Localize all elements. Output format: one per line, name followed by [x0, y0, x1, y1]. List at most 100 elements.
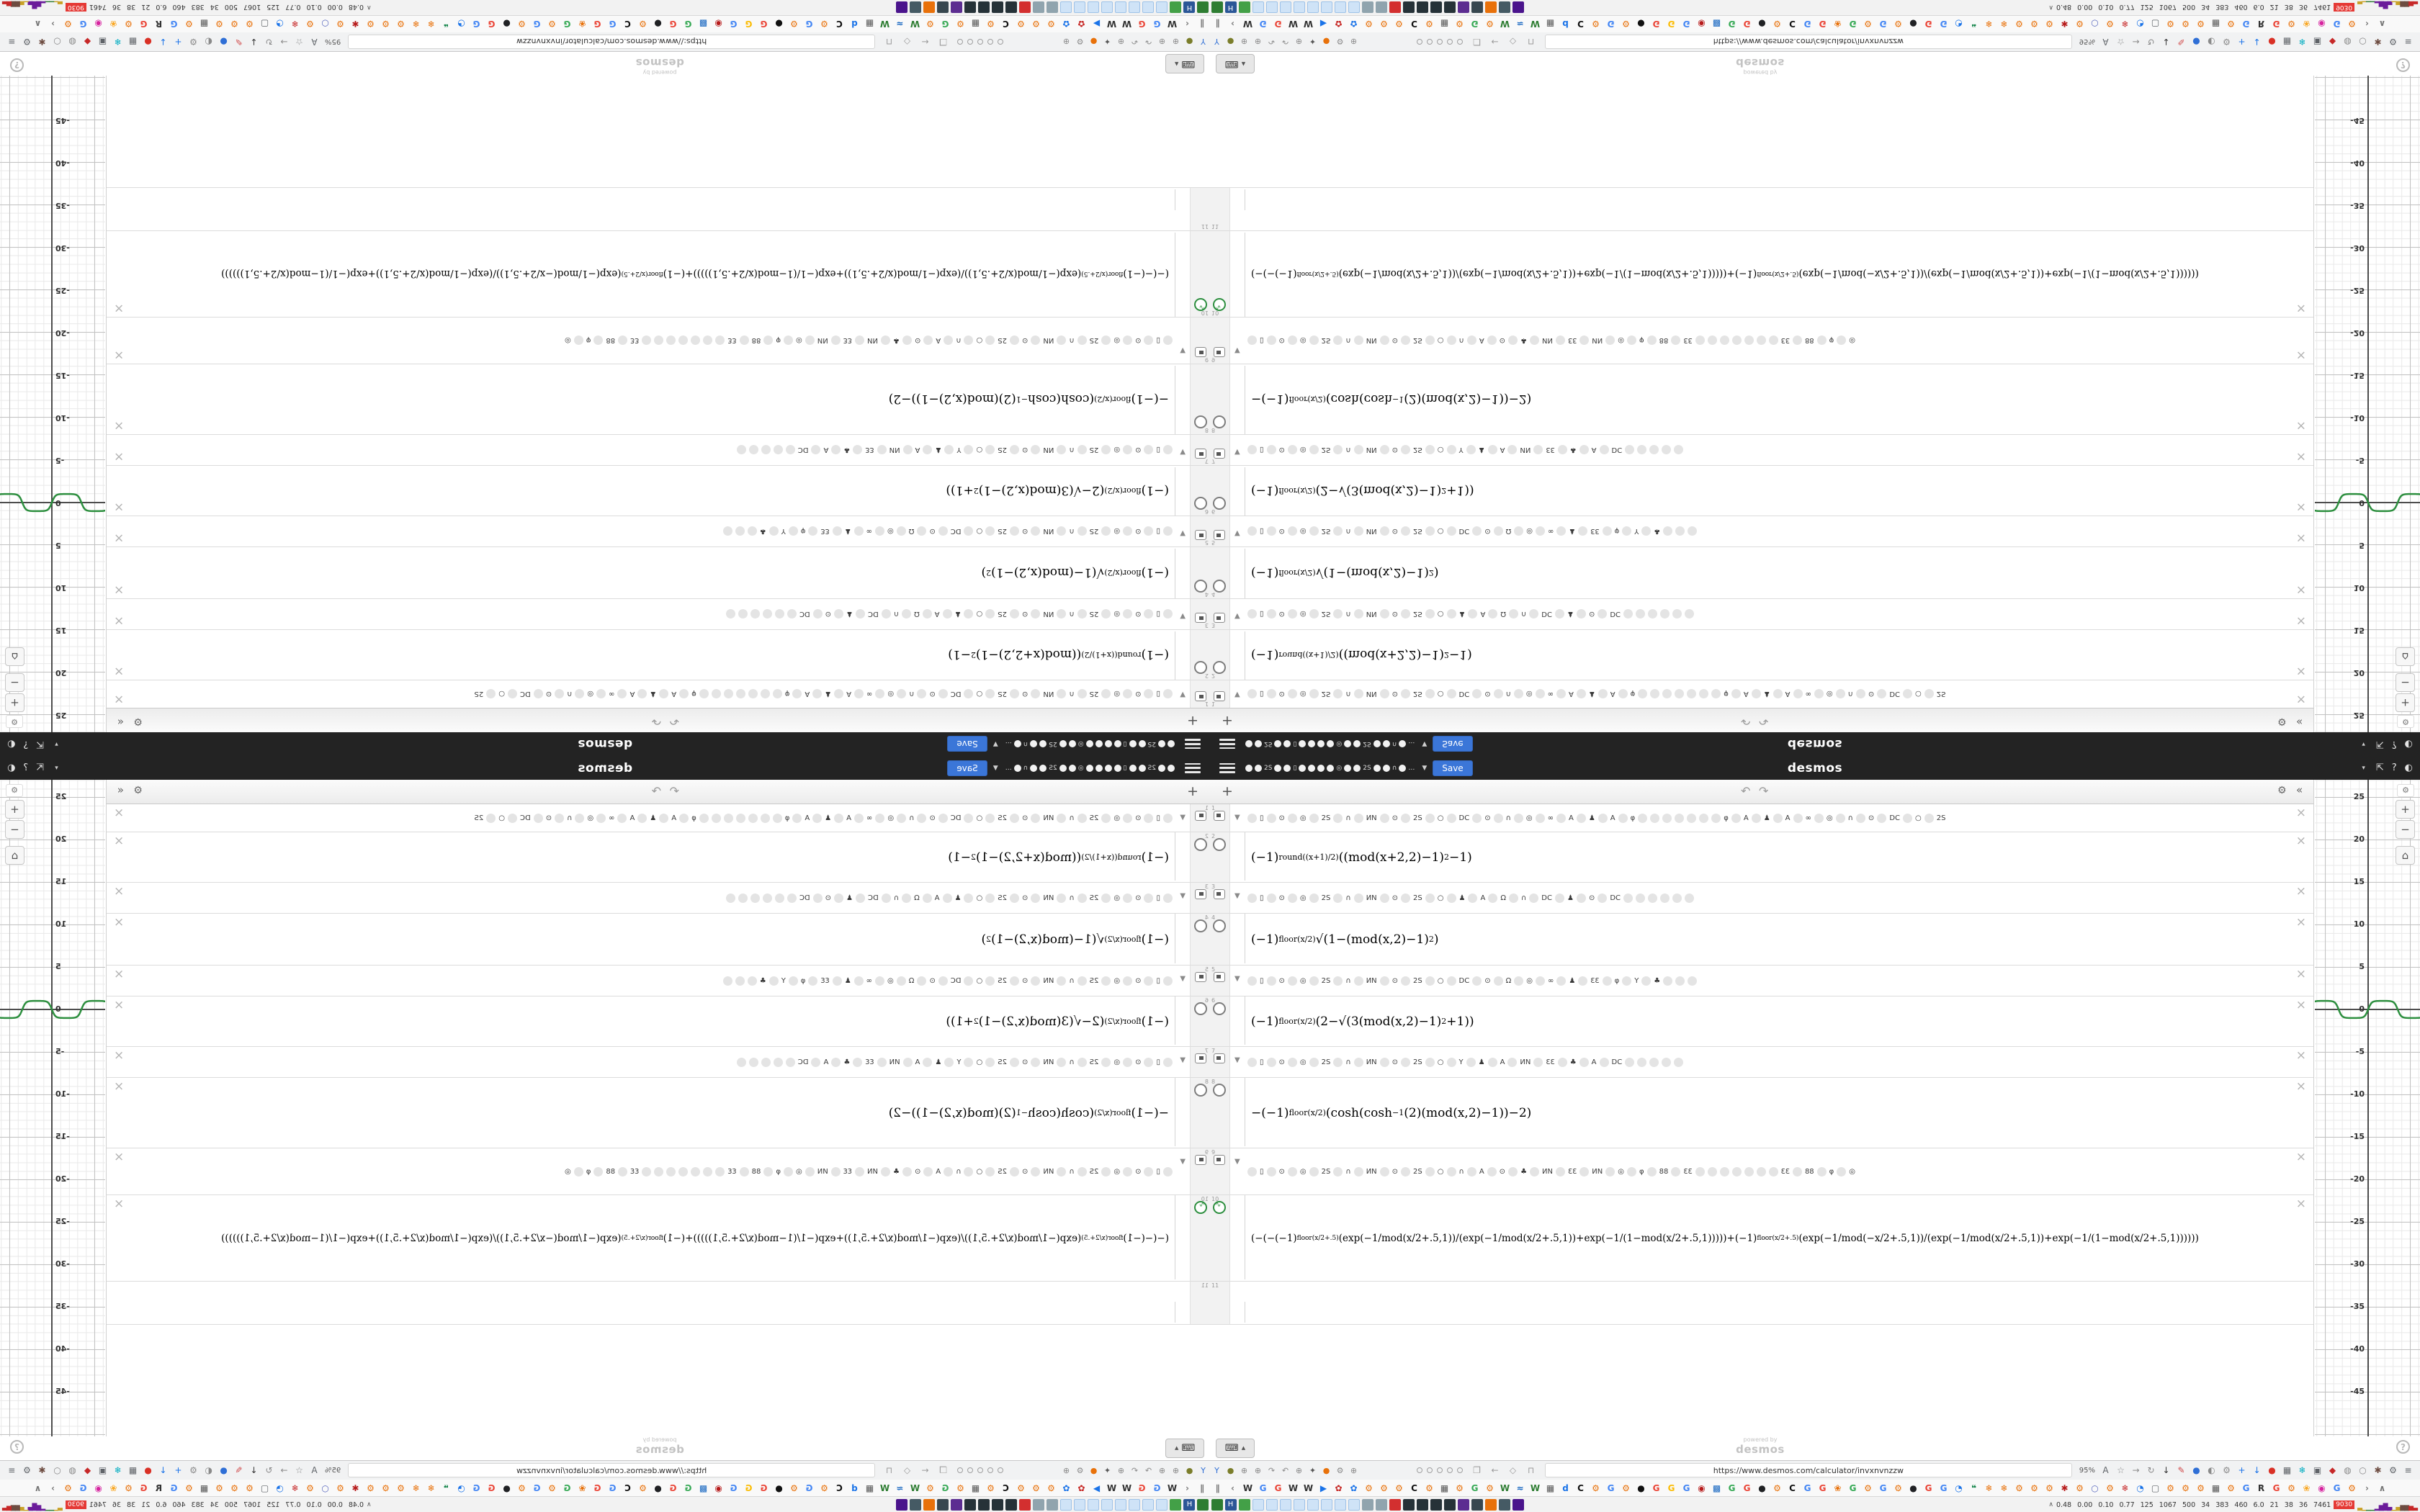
extension-icon[interactable]: ▦: [2282, 1465, 2292, 1475]
bookmark-favicon[interactable]: ⚙: [1380, 19, 1388, 30]
bookmark-favicon[interactable]: ⚙: [1894, 19, 1902, 30]
extension-icon[interactable]: ◐: [205, 1465, 212, 1475]
bookmark-favicon[interactable]: ✿: [1077, 1482, 1085, 1493]
delete-expression-button[interactable]: ×: [2295, 418, 2306, 433]
plotted-expression-icon[interactable]: [1194, 1201, 1207, 1214]
expression-row[interactable]: −(−1) floor(x/2) (cosh(cosh −1 (2)(mod(x,2)−…: [1210, 1078, 2313, 1148]
bookmark-favicon[interactable]: ⚙: [548, 19, 556, 30]
browser-toolbar-icon[interactable]: ⊕: [1240, 37, 1248, 47]
browser-toolbar-icon[interactable]: ●: [1186, 37, 1193, 47]
tab-dot-icon[interactable]: [1417, 1467, 1422, 1473]
bookmark-favicon[interactable]: ◔: [2136, 19, 2144, 30]
browser-toolbar-icon[interactable]: ↶: [1131, 37, 1139, 47]
tab-dot-icons[interactable]: [957, 39, 1003, 45]
bookmark-favicon[interactable]: d: [851, 19, 858, 30]
bookmark-favicon[interactable]: W: [910, 1482, 920, 1493]
bookmark-favicon[interactable]: W: [1242, 1482, 1253, 1493]
delete-expression-button[interactable]: ×: [114, 613, 125, 628]
extension-icon[interactable]: ❄: [2298, 37, 2306, 47]
bookmark-favicon[interactable]: ⚙: [1425, 1482, 1433, 1493]
bookmark-favicon[interactable]: ⚙: [2030, 19, 2038, 30]
extension-icon[interactable]: ▣: [98, 1465, 107, 1475]
folder-icon[interactable]: [1195, 889, 1206, 899]
account-caret-icon[interactable]: ▾: [55, 764, 58, 772]
url-input[interactable]: https://www.desmos.com/calculator/invxnv…: [1545, 1463, 2072, 1477]
bookmark-favicon[interactable]: G: [805, 19, 813, 30]
bookmark-favicon[interactable]: ⚙: [215, 19, 223, 30]
delete-expression-button[interactable]: ×: [114, 998, 125, 1012]
bookmark-favicon[interactable]: ❝: [443, 19, 449, 30]
taskbar-app-icon[interactable]: [1265, 1498, 1278, 1511]
extension-icon[interactable]: ↓: [2253, 37, 2261, 47]
expression-row[interactable]: (−1) floor(x/2) (2−√(3(mod(x,2)−1) 2 +1)) 6 ×: [107, 465, 1210, 516]
delete-expression-button[interactable]: ×: [2295, 1197, 2306, 1211]
bookmark-favicon[interactable]: ▶: [1093, 19, 1101, 30]
extension-icon[interactable]: ↻: [2147, 1465, 2155, 1475]
expression-row[interactable]: (−1) floor(x/2) (2−√(3(mod(x,2)−1) 2 +1)) 6 ×: [1210, 996, 2313, 1047]
expression-icon[interactable]: [1213, 661, 1226, 674]
taskbar-app-icon[interactable]: [1005, 1498, 1018, 1511]
extension-icon[interactable]: ●: [220, 1465, 228, 1475]
folder-icon[interactable]: [1214, 613, 1225, 623]
taskbar-app-icon[interactable]: [1252, 1498, 1264, 1511]
delete-expression-button[interactable]: ×: [2295, 664, 2306, 678]
bookmark-favicon[interactable]: C: [1411, 19, 1417, 30]
bookmark-favicon[interactable]: ‹: [1231, 19, 1234, 30]
delete-expression-button[interactable]: ×: [2295, 1048, 2306, 1063]
bookmark-favicon[interactable]: G: [730, 19, 738, 30]
delete-expression-button[interactable]: ×: [114, 418, 125, 433]
tray-expander-icon[interactable]: ∧: [2048, 1501, 2053, 1508]
bookmark-favicon[interactable]: G: [140, 19, 148, 30]
header-account-icon[interactable]: ◐: [2404, 762, 2413, 773]
folder-icon[interactable]: [1195, 613, 1206, 623]
bookmark-favicon[interactable]: ◔: [2136, 1482, 2144, 1493]
bookmark-favicon[interactable]: ⚙: [367, 19, 375, 30]
bookmark-favicon[interactable]: ⚙: [2106, 1482, 2114, 1493]
bookmark-favicon[interactable]: ◉: [1698, 19, 1706, 30]
delete-expression-button[interactable]: ×: [114, 582, 125, 597]
bookmark-favicon[interactable]: ✿: [1077, 19, 1085, 30]
extension-icon[interactable]: ↓: [2162, 1465, 2170, 1475]
bookmark-favicon[interactable]: ⚙: [2166, 19, 2174, 30]
bookmark-favicon[interactable]: R: [2257, 19, 2265, 30]
taskbar-app-icon[interactable]: [1361, 1, 1373, 14]
bookmark-favicon[interactable]: C: [624, 1482, 631, 1493]
extension-icon[interactable]: ⚙: [2223, 1465, 2231, 1475]
bookmark-favicon[interactable]: ⚙: [125, 1482, 133, 1493]
add-expression-button[interactable]: +: [1187, 783, 1198, 799]
taskbar-app-icon[interactable]: [923, 1, 936, 14]
bookmark-favicon[interactable]: ⚙: [64, 19, 72, 30]
bookmark-favicon[interactable]: ⚙: [246, 1482, 254, 1493]
taskbar-app-icon[interactable]: [1402, 1498, 1415, 1511]
browser-toolbar-icon[interactable]: ●: [1186, 1465, 1193, 1475]
folder-icon[interactable]: [1214, 347, 1225, 357]
header-account-icon[interactable]: ?: [23, 762, 29, 773]
bookmark-favicon[interactable]: G: [1259, 19, 1267, 30]
taskbar-app-icon[interactable]: [1265, 1, 1278, 14]
browser-toolbar-icon[interactable]: ⊕: [1062, 37, 1070, 47]
browser-toolbar-icon[interactable]: ↶: [1281, 1465, 1289, 1475]
delete-expression-button[interactable]: ×: [114, 301, 125, 315]
bookmark-favicon[interactable]: ●: [1909, 1482, 1917, 1493]
header-account-icon[interactable]: ◐: [7, 762, 16, 773]
bookmark-favicon[interactable]: ∥: [1200, 19, 1205, 30]
taskbar-app-icon[interactable]: [1402, 1, 1415, 14]
graph-title[interactable]: 2S ▯ ◎ 2S ∩…: [1245, 732, 1415, 756]
bookmark-favicon[interactable]: ▩: [1712, 1482, 1721, 1493]
taskbar-app-icon[interactable]: [1443, 1, 1456, 14]
taskbar-app-icon[interactable]: [1101, 1498, 1113, 1511]
taskbar-app-icon[interactable]: H: [1183, 1498, 1196, 1511]
delete-expression-button[interactable]: ×: [114, 531, 125, 545]
graph-title[interactable]: 2S ▯ ◎ 2S ∩…: [1245, 756, 1415, 780]
bookmark-favicon[interactable]: ⚙: [1395, 1482, 1403, 1493]
bookmark-favicon[interactable]: ⚙: [2182, 19, 2190, 30]
browser-toolbar-icon[interactable]: Y: [1201, 37, 1206, 47]
bookmark-favicon[interactable]: ●: [775, 1482, 783, 1493]
address-bar-icon[interactable]: ❐: [939, 1465, 947, 1475]
bookmark-favicon[interactable]: ⚙: [2227, 19, 2235, 30]
bookmark-favicon[interactable]: ⚙: [2015, 1482, 2023, 1493]
bookmark-favicon[interactable]: ⚙: [1395, 19, 1403, 30]
bookmark-favicon[interactable]: ▢: [2151, 1482, 2160, 1493]
browser-toolbar-icon[interactable]: ✦: [1309, 37, 1317, 47]
extension-icon[interactable]: ✎: [2177, 1465, 2185, 1475]
